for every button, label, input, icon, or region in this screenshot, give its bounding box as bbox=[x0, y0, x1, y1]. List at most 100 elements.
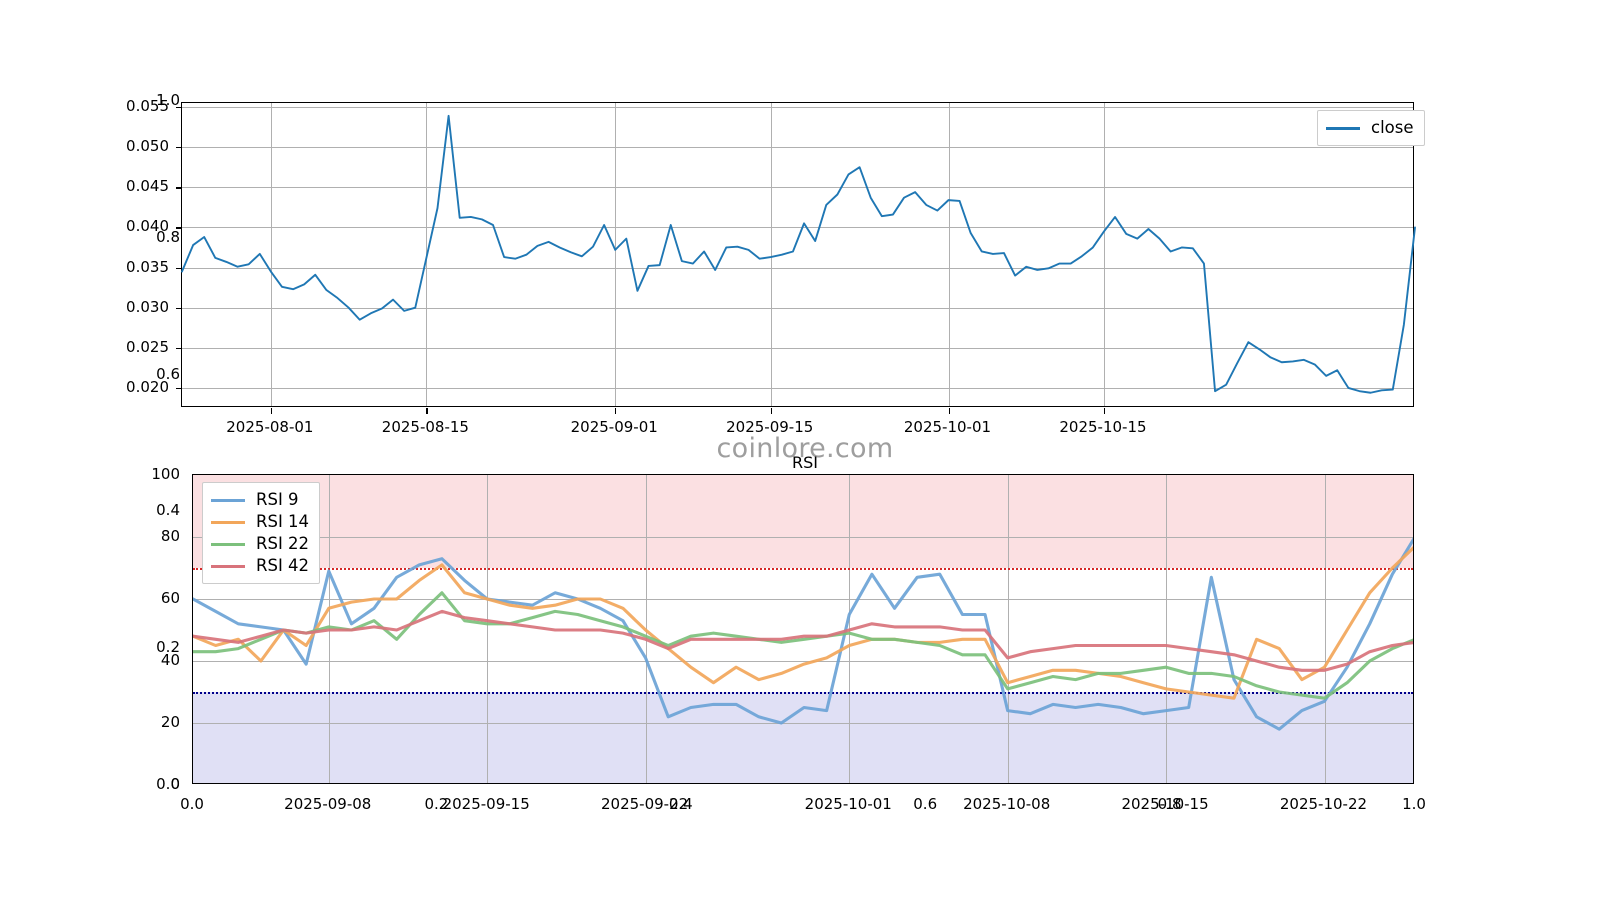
rsi-gridline-h bbox=[193, 661, 1413, 662]
legend-item-close[interactable]: close bbox=[1326, 117, 1414, 139]
price-xtick-label: 2025-08-01 bbox=[226, 418, 314, 436]
close-line-swatch bbox=[1326, 126, 1360, 130]
rsi-gridline-h bbox=[193, 599, 1413, 600]
legend-item-rsi-14[interactable]: RSI 14 bbox=[211, 511, 309, 533]
price-xtick-mark bbox=[615, 408, 617, 414]
price-xtick-mark bbox=[426, 408, 428, 414]
legend-item-rsi-42[interactable]: RSI 42 bbox=[211, 555, 309, 577]
overlay-ytick-label: 0.2 bbox=[156, 638, 180, 657]
price-ytick-mark bbox=[176, 307, 182, 309]
price-ytick-mark bbox=[176, 227, 182, 229]
price-gridline-h bbox=[182, 227, 1413, 229]
rsi-xtick-label: 2025-09-15 bbox=[442, 795, 530, 813]
watermark: coinlore.com bbox=[716, 433, 894, 464]
price-gridline-v bbox=[770, 103, 772, 406]
price-xtick-mark bbox=[948, 408, 950, 414]
price-ytick-mark bbox=[176, 187, 182, 189]
legend-item-rsi-22[interactable]: RSI 22 bbox=[211, 533, 309, 555]
rsi-42-swatch bbox=[211, 564, 245, 568]
price-ytick-label: 0.050 bbox=[126, 137, 169, 156]
price-xtick-mark bbox=[270, 408, 273, 414]
overlay-xtick-label: 0.0 bbox=[180, 795, 204, 813]
price-ytick-label: 0.045 bbox=[126, 177, 169, 196]
rsi-line-plot bbox=[193, 537, 1413, 731]
price-ytick-label: 0.025 bbox=[126, 337, 169, 356]
overlay-xtick-label: 0.6 bbox=[913, 795, 938, 813]
rsi-9-swatch bbox=[211, 498, 245, 502]
overlay-ytick-label: 1.0 bbox=[156, 91, 180, 109]
rsi-ytick-label: 80 bbox=[160, 527, 180, 545]
price-gridline-v bbox=[615, 103, 617, 406]
price-ytick-label: 0.055 bbox=[126, 97, 169, 115]
price-legend: close bbox=[1317, 110, 1425, 146]
rsi-legend: RSI 9 RSI 14 RSI 22 RSI 42 bbox=[202, 482, 321, 584]
rsi-chart-title: RSI bbox=[792, 453, 818, 472]
overlay-ytick-label: 0.8 bbox=[156, 227, 180, 246]
price-gridline-h bbox=[182, 147, 1413, 149]
price-xtick-label: 2025-09-15 bbox=[726, 418, 814, 436]
price-ytick-label: 0.020 bbox=[126, 377, 169, 396]
price-xtick-label: 2025-08-15 bbox=[381, 418, 469, 436]
price-ytick-mark bbox=[176, 107, 182, 109]
price-xtick-mark bbox=[770, 408, 772, 414]
oversold-threshold-line bbox=[193, 692, 1413, 694]
price-chart-axes bbox=[176, 102, 1416, 414]
overlay-xtick-label: 0.2 bbox=[424, 795, 449, 813]
rsi-gridline-v bbox=[1166, 475, 1168, 783]
legend-item-rsi-9[interactable]: RSI 9 bbox=[211, 489, 309, 511]
price-gridline-h bbox=[182, 267, 1413, 269]
rsi-gridline-h bbox=[193, 723, 1413, 724]
rsi-ytick-mark bbox=[192, 475, 193, 476]
price-ytick-mark bbox=[176, 147, 182, 149]
price-ytick-mark bbox=[176, 387, 182, 390]
rsi-ytick-label: 0 bbox=[170, 775, 180, 793]
rsi-chart-axes bbox=[192, 474, 1414, 784]
price-ytick-label: 0.035 bbox=[126, 257, 169, 276]
overlay-ytick-label: 0.6 bbox=[156, 364, 180, 383]
legend-label-rsi-14: RSI 14 bbox=[256, 511, 310, 531]
overlay-ytick-label: 0.0 bbox=[156, 775, 180, 793]
rsi-ytick-label: 20 bbox=[160, 713, 180, 731]
price-gridline-h bbox=[182, 187, 1413, 189]
rsi-xtick-label: 2025-10-22 bbox=[1279, 795, 1368, 813]
price-line-plot bbox=[181, 114, 1416, 394]
legend-label-rsi-22: RSI 22 bbox=[256, 533, 310, 553]
price-xtick-mark bbox=[1104, 408, 1106, 414]
price-ytick-label: 0.030 bbox=[126, 297, 169, 316]
price-gridline-v bbox=[948, 103, 950, 406]
overbought-band bbox=[193, 475, 1413, 568]
rsi-ytick-label: 100 bbox=[151, 465, 180, 483]
rsi-22-swatch bbox=[211, 542, 245, 546]
rsi-ytick-label: 60 bbox=[160, 589, 180, 607]
price-ytick-label: 0.040 bbox=[126, 217, 169, 236]
price-ytick-mark bbox=[176, 267, 182, 269]
legend-label-close: close bbox=[1371, 117, 1414, 137]
legend-label-rsi-9: RSI 9 bbox=[256, 489, 299, 509]
rsi-ytick-mark bbox=[192, 723, 193, 724]
rsi-ytick-mark bbox=[192, 661, 193, 662]
overlay-xtick-label: 0.4 bbox=[668, 795, 693, 813]
rsi-xtick-label: 2025-10-08 bbox=[963, 795, 1051, 813]
price-ytick-mark bbox=[176, 347, 182, 350]
rsi-gridline-v bbox=[1324, 475, 1326, 783]
rsi-ytick-mark bbox=[192, 599, 193, 600]
rsi-ytick-mark bbox=[192, 537, 193, 538]
price-xtick-label: 2025-10-01 bbox=[903, 418, 992, 436]
price-xtick-label: 2025-10-15 bbox=[1059, 418, 1147, 436]
rsi-xtick-label: 2025-10-01 bbox=[804, 795, 892, 813]
rsi-gridline-h bbox=[193, 537, 1413, 538]
price-gridline-h bbox=[182, 107, 1413, 108]
overlay-xtick-label: 1.0 bbox=[1402, 795, 1426, 813]
rsi-ytick-label: 40 bbox=[160, 651, 180, 669]
rsi-xtick-label: 2025-09-08 bbox=[284, 795, 372, 813]
overlay-ytick-label: 0.4 bbox=[156, 501, 180, 520]
rsi-xtick-label: 2025-10-15 bbox=[1121, 795, 1209, 813]
rsi-gridline-v bbox=[1007, 475, 1009, 783]
legend-label-rsi-42: RSI 42 bbox=[256, 555, 310, 575]
price-gridline-v bbox=[1104, 103, 1105, 406]
price-gridline-h bbox=[182, 307, 1413, 309]
rsi-gridline-v bbox=[487, 475, 489, 783]
overbought-threshold-line bbox=[193, 568, 1413, 570]
price-xtick-label: 2025-09-01 bbox=[570, 418, 658, 436]
